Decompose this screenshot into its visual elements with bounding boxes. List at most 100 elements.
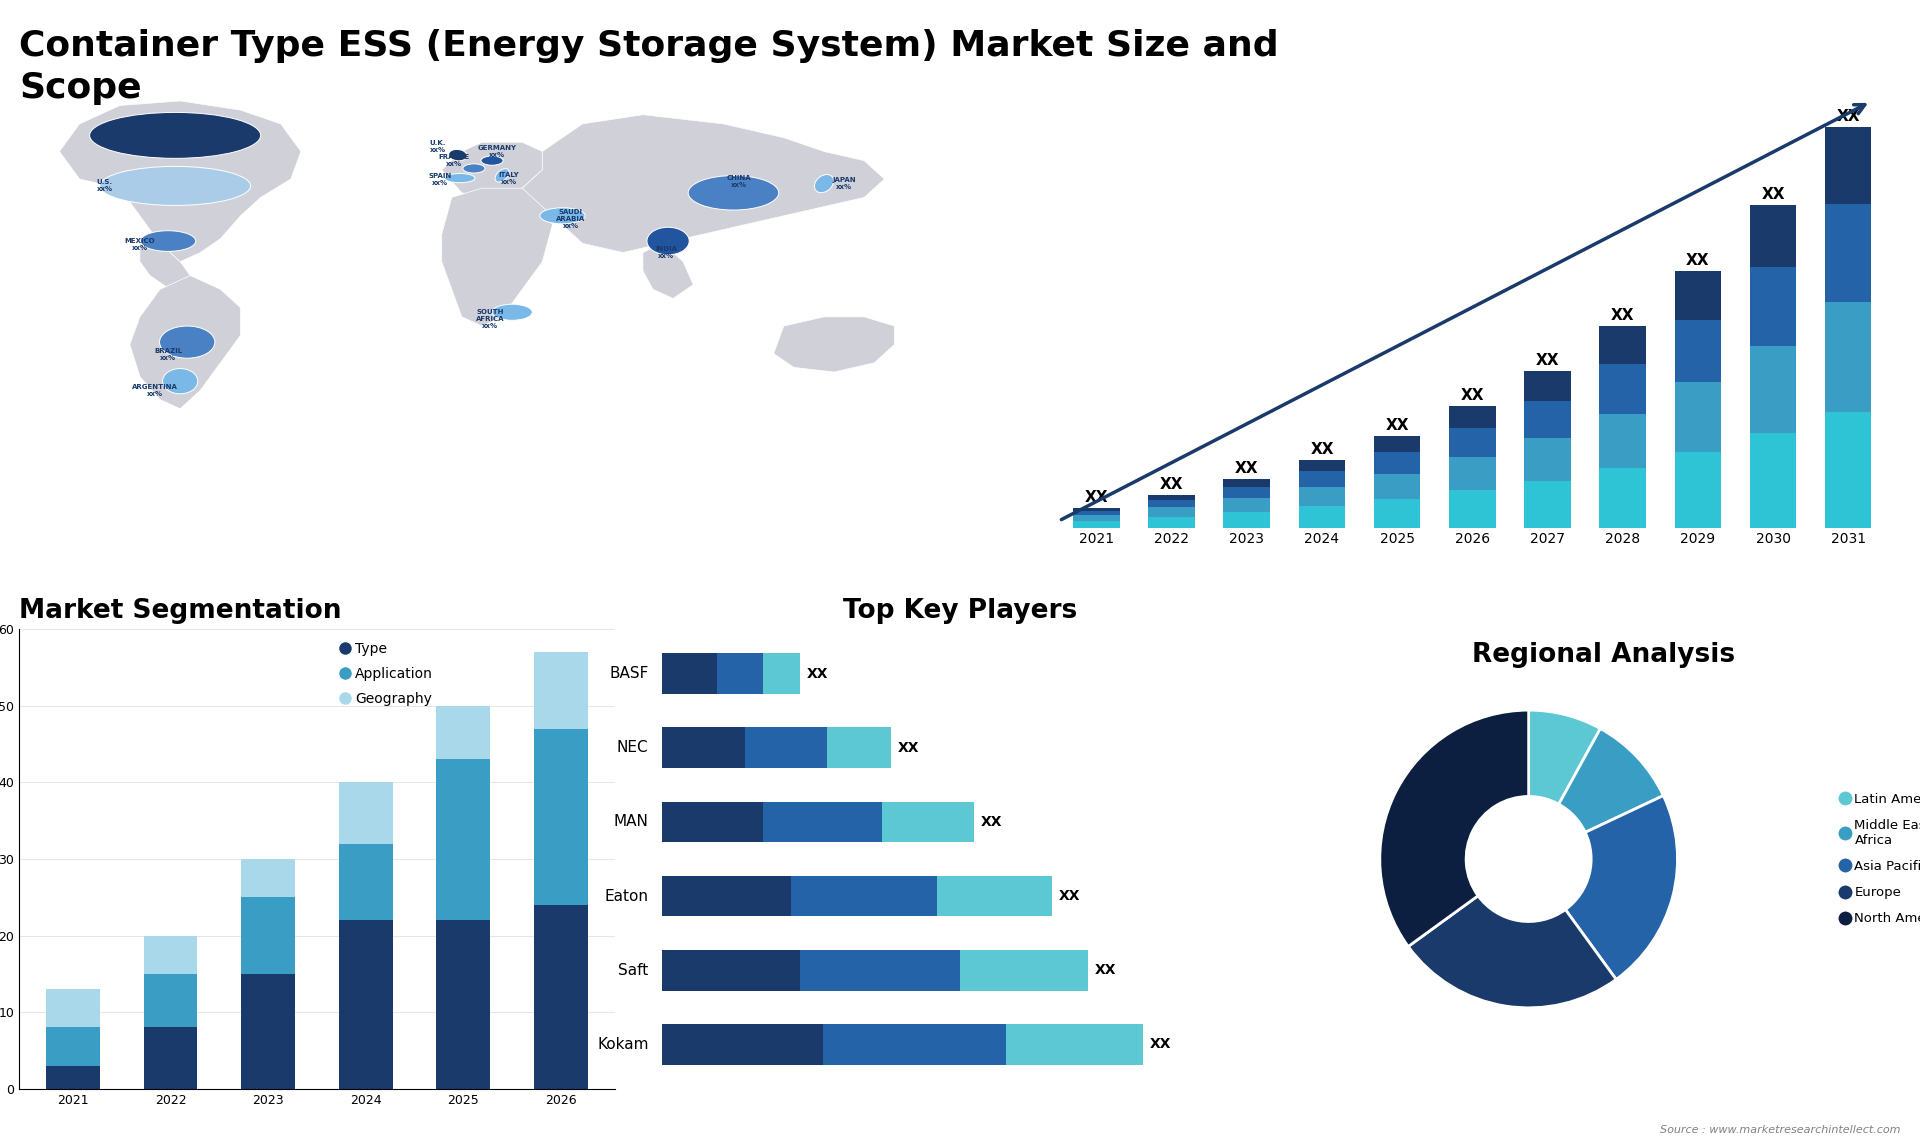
Text: CANADA
xx%: CANADA xx%	[159, 119, 192, 133]
Bar	[1148, 500, 1194, 507]
Ellipse shape	[140, 230, 196, 251]
Bar	[1524, 439, 1571, 481]
Text: FRANCE
xx%: FRANCE xx%	[438, 155, 468, 167]
Bar	[1375, 437, 1421, 453]
Bar	[1749, 205, 1797, 267]
Bar	[791, 876, 937, 917]
Bar	[1599, 469, 1645, 528]
Text: XX: XX	[1836, 109, 1860, 124]
Text: U.S.
xx%: U.S. xx%	[96, 180, 113, 193]
Text: XX: XX	[1761, 187, 1786, 202]
Text: XX: XX	[806, 667, 828, 681]
Wedge shape	[1565, 795, 1678, 980]
Bar	[1223, 499, 1271, 512]
Bar	[1824, 411, 1872, 528]
Ellipse shape	[814, 174, 833, 193]
Ellipse shape	[159, 327, 215, 359]
Text: XX: XX	[1085, 489, 1108, 505]
Bar	[662, 801, 762, 842]
Legend: Latin America, Middle East &
Africa, Asia Pacific, Europe, North America: Latin America, Middle East & Africa, Asi…	[1836, 787, 1920, 931]
Text: CHINA
xx%: CHINA xx%	[726, 175, 751, 188]
Bar	[46, 1066, 100, 1089]
Bar	[46, 1028, 100, 1066]
Bar	[1375, 474, 1421, 499]
Legend: Type, Application, Geography: Type, Application, Geography	[336, 636, 438, 712]
Ellipse shape	[163, 369, 198, 394]
Bar	[762, 801, 881, 842]
Text: XX: XX	[1309, 441, 1334, 457]
Ellipse shape	[647, 227, 689, 254]
Bar	[662, 950, 801, 990]
Bar	[1298, 487, 1346, 507]
Polygon shape	[643, 243, 693, 298]
Title: Regional Analysis: Regional Analysis	[1471, 642, 1734, 668]
Bar	[822, 1023, 1006, 1065]
Bar	[1450, 407, 1496, 429]
Bar	[144, 935, 198, 974]
Ellipse shape	[100, 166, 252, 205]
Text: NEC: NEC	[616, 740, 649, 755]
Polygon shape	[522, 115, 885, 252]
Bar	[937, 876, 1052, 917]
Text: XX: XX	[1160, 477, 1183, 492]
Text: INDIA
xx%: INDIA xx%	[655, 246, 678, 259]
Wedge shape	[1559, 729, 1663, 832]
Text: MEXICO
xx%: MEXICO xx%	[125, 237, 156, 251]
Bar	[1298, 471, 1346, 487]
Bar	[242, 860, 296, 897]
Bar	[1148, 517, 1194, 528]
Text: MAN: MAN	[614, 815, 649, 830]
Bar	[1223, 487, 1271, 499]
Bar	[1298, 460, 1346, 471]
Bar	[1450, 429, 1496, 457]
Ellipse shape	[449, 149, 467, 160]
Bar	[1073, 511, 1119, 515]
Bar	[662, 728, 745, 768]
Text: XX: XX	[1058, 889, 1079, 903]
Text: XX: XX	[1386, 418, 1409, 433]
Bar	[828, 728, 891, 768]
Bar	[1749, 433, 1797, 528]
Ellipse shape	[463, 164, 486, 173]
Bar	[46, 989, 100, 1028]
Wedge shape	[1407, 896, 1617, 1007]
Polygon shape	[442, 142, 541, 197]
Bar	[960, 950, 1089, 990]
Polygon shape	[442, 188, 553, 327]
Bar	[1674, 321, 1720, 383]
Bar	[1450, 490, 1496, 528]
Bar	[1749, 267, 1797, 346]
Bar	[1824, 303, 1872, 411]
Polygon shape	[60, 101, 301, 261]
Polygon shape	[774, 316, 895, 372]
Bar	[1148, 495, 1194, 500]
Text: BASF: BASF	[609, 666, 649, 681]
Ellipse shape	[495, 168, 509, 182]
Bar	[1073, 508, 1119, 511]
Bar	[745, 728, 828, 768]
Text: GERMANY
xx%: GERMANY xx%	[478, 144, 516, 158]
Text: Source : www.marketresearchintellect.com: Source : www.marketresearchintellect.com	[1661, 1124, 1901, 1135]
Bar	[1674, 452, 1720, 528]
Bar	[338, 843, 392, 920]
Ellipse shape	[480, 156, 503, 165]
Bar	[534, 652, 588, 729]
Text: Saft: Saft	[618, 963, 649, 978]
Bar	[718, 653, 762, 694]
Text: ITALY
xx%: ITALY xx%	[499, 172, 520, 185]
Text: XX: XX	[899, 740, 920, 755]
Text: XX: XX	[1686, 253, 1709, 268]
Bar	[1599, 364, 1645, 414]
Bar	[662, 1023, 822, 1065]
Text: XX: XX	[1094, 963, 1117, 978]
Bar	[881, 801, 973, 842]
Bar	[662, 876, 791, 917]
Text: ARGENTINA
xx%: ARGENTINA xx%	[132, 384, 179, 397]
Polygon shape	[140, 243, 190, 289]
Bar	[1298, 507, 1346, 528]
Bar	[1599, 327, 1645, 364]
Ellipse shape	[540, 207, 586, 223]
Bar	[534, 729, 588, 905]
Text: SOUTH
AFRICA
xx%: SOUTH AFRICA xx%	[476, 309, 505, 329]
Text: Container Type ESS (Energy Storage System) Market Size and
Scope: Container Type ESS (Energy Storage Syste…	[19, 29, 1279, 104]
